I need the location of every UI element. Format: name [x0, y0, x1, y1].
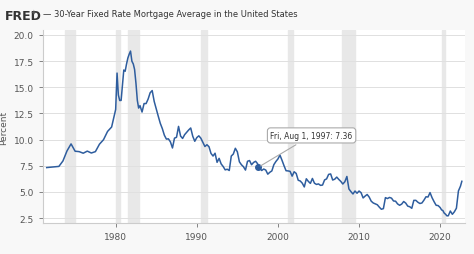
Bar — [288, 30, 293, 224]
Bar — [201, 30, 207, 224]
Bar — [342, 30, 355, 224]
Bar — [128, 30, 139, 224]
Bar — [116, 30, 120, 224]
Text: FRED: FRED — [5, 10, 42, 23]
Text: Fri, Aug 1, 1997: 7.36: Fri, Aug 1, 1997: 7.36 — [261, 131, 353, 166]
Y-axis label: Percent: Percent — [0, 110, 8, 144]
Bar — [65, 30, 75, 224]
Text: ✦: ✦ — [31, 10, 36, 16]
Text: — 30-Year Fixed Rate Mortgage Average in the United States: — 30-Year Fixed Rate Mortgage Average in… — [43, 10, 297, 19]
Bar — [442, 30, 445, 224]
